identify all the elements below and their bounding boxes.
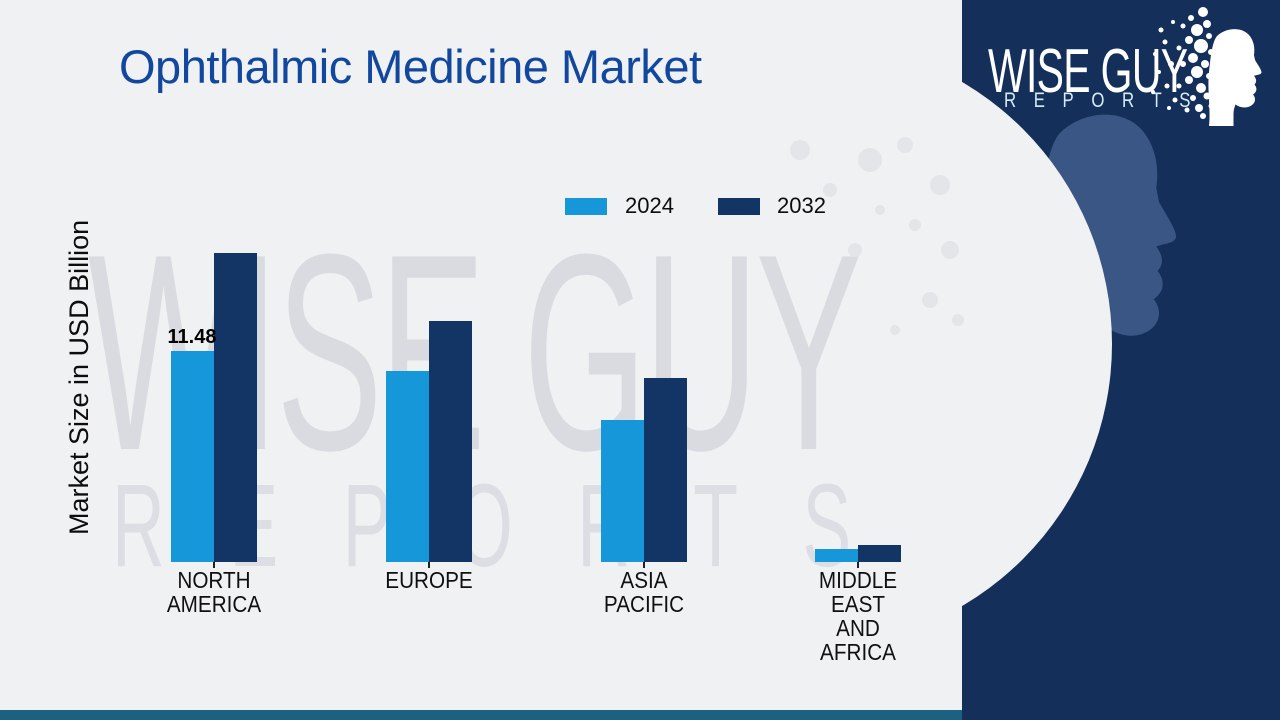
- x-axis-tick: [428, 562, 430, 568]
- legend-label-2024: 2024: [625, 193, 674, 218]
- category-label: MIDDLE EAST AND AFRICA: [818, 567, 898, 665]
- background-dot: [922, 292, 938, 308]
- background-dot: [858, 148, 882, 172]
- bar-2032-group1: [429, 321, 472, 562]
- bar-2024-group1: [386, 371, 429, 562]
- x-axis-tick: [212, 562, 215, 568]
- background-dot: [875, 205, 885, 215]
- logo-subtitle: REPORTS: [1004, 89, 1209, 112]
- background-dot: [890, 325, 900, 335]
- bar-2024-group0: [170, 351, 214, 562]
- background-dot: [930, 175, 950, 195]
- x-axis-tick: [857, 562, 859, 568]
- background-dot: [952, 314, 964, 326]
- bar-2024-group3: [815, 549, 858, 562]
- logo-face-profile-icon: [1208, 29, 1262, 126]
- legend-swatch-2032: [718, 198, 760, 215]
- x-axis-tick: [642, 562, 645, 568]
- category-label: NORTH AMERICA: [166, 567, 261, 617]
- category-label: ASIA PACIFIC: [603, 567, 684, 617]
- bar-2032-group2: [643, 378, 687, 562]
- bar-2032-group0: [213, 253, 257, 562]
- page-title: Ophthalmic Medicine Market: [119, 40, 702, 93]
- background-dot: [823, 183, 837, 197]
- legend-label-2032: 2032: [777, 193, 826, 218]
- y-axis-label: Market Size in USD Billion: [64, 219, 94, 536]
- bar-value-label: 11.48: [167, 326, 217, 348]
- legend-swatch-2024: [565, 198, 607, 215]
- bar-2024-group2: [600, 420, 644, 562]
- background-dot: [790, 140, 810, 160]
- category-label: EUROPE: [385, 567, 473, 593]
- bottom-teal-strip: [0, 710, 962, 720]
- background-dot: [909, 219, 921, 231]
- background-dot: [848, 243, 862, 257]
- background-dot: [897, 137, 913, 153]
- background-dot: [941, 241, 959, 259]
- bar-2032-group3: [858, 545, 901, 562]
